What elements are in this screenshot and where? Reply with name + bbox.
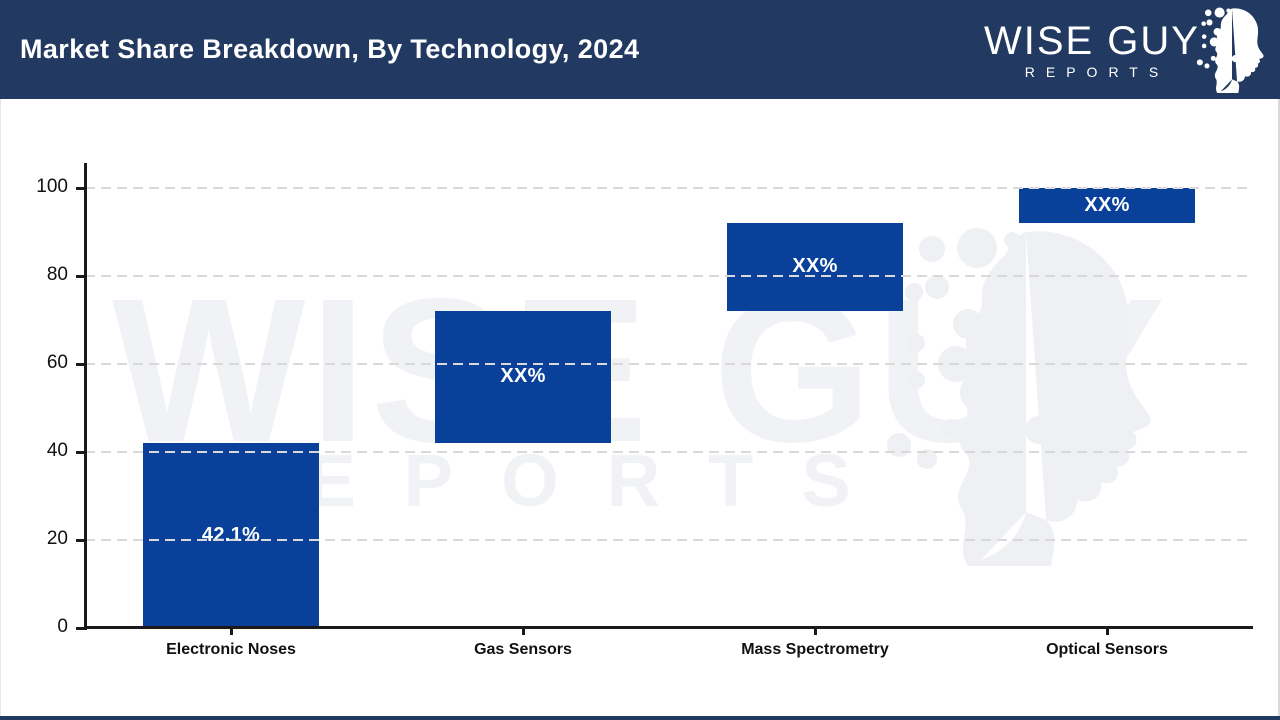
x-category-label: Electronic Noses [166, 641, 296, 658]
y-tick-label-0: 0 [57, 616, 68, 637]
gridline-y80 [85, 275, 1253, 277]
bar-gas-sensors: XX% [435, 310, 611, 443]
y-tick-60 [76, 363, 84, 366]
y-tick-0 [76, 627, 84, 630]
y-tick-20 [76, 539, 84, 542]
x-tick-0 [230, 628, 233, 635]
x-category-label: Gas Sensors [474, 641, 572, 658]
y-tick-80 [76, 275, 84, 278]
footer-band [0, 716, 1280, 720]
bar-value-label: XX% [500, 365, 546, 388]
y-tick-40 [76, 451, 84, 454]
x-tick-3 [1106, 628, 1109, 635]
y-tick-label-60: 60 [46, 352, 68, 373]
y-tick-label-20: 20 [46, 528, 68, 549]
bar-mass-spectrometry: XX% [727, 222, 903, 311]
bar-electronic-noses: 42.1% [143, 442, 319, 628]
y-tick-label-40: 40 [46, 440, 68, 461]
gridline-y20 [85, 539, 1253, 541]
brand-subtitle: REPORTS [1024, 63, 1170, 80]
gridline-y60 [85, 363, 1253, 365]
bar-value-label: XX% [792, 255, 838, 278]
y-tick-label-100: 100 [36, 176, 68, 197]
header-band: Market Share Breakdown, By Technology, 2… [0, 0, 1280, 99]
y-axis-line [84, 163, 87, 630]
brand-logo-text: WISE GUY REPORTS [984, 21, 1200, 80]
x-tick-1 [522, 628, 525, 635]
bar-value-label: XX% [1084, 193, 1130, 216]
brand-face-icon [1196, 7, 1264, 93]
watermark-face-icon [887, 228, 1151, 566]
page-title: Market Share Breakdown, By Technology, 2… [20, 34, 640, 64]
gridline-y100 [85, 187, 1253, 189]
x-tick-2 [814, 628, 817, 635]
bar-optical-sensors: XX% [1019, 188, 1195, 223]
x-category-label: Mass Spectrometry [741, 641, 889, 658]
x-axis-line [84, 626, 1253, 629]
gridline-y40 [85, 451, 1253, 453]
bar-value-label: 42.1% [201, 523, 261, 546]
y-tick-100 [76, 187, 84, 190]
x-category-label: Optical Sensors [1046, 641, 1168, 658]
y-tick-label-80: 80 [46, 264, 68, 285]
brand-logo: WISE GUY REPORTS [984, 6, 1270, 94]
brand-name: WISE GUY [983, 18, 1200, 63]
